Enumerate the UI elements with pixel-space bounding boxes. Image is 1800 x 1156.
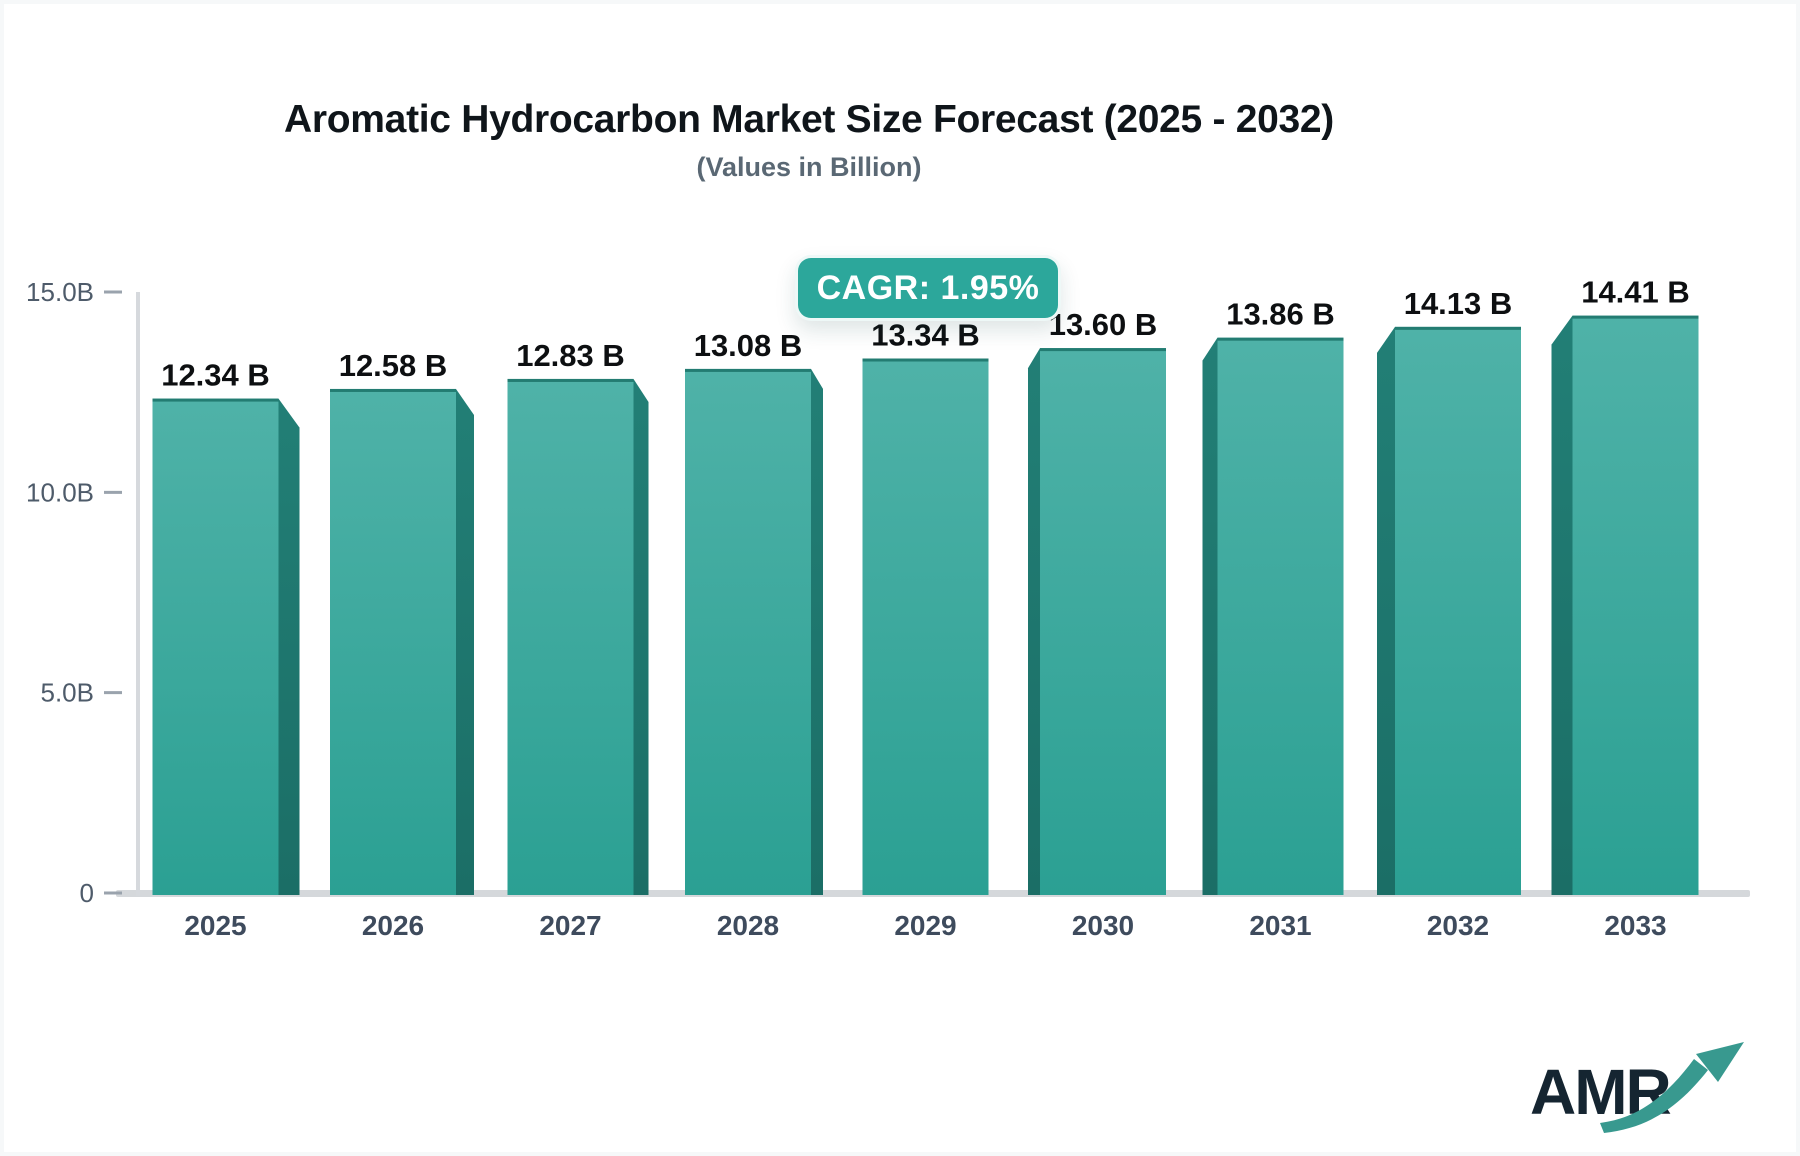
bar-value-label: 13.60 B: [1049, 307, 1158, 342]
trend-up-arrow-icon: [1600, 1042, 1744, 1133]
bar-front-face: [1572, 315, 1699, 895]
bar-front-face: [862, 358, 989, 895]
bar-front-face: [1217, 337, 1344, 895]
bar-2029: 13.34 B 2029: [862, 318, 989, 941]
bar-top-rim: [1572, 315, 1699, 319]
amr-logo: AMR: [1530, 1042, 1744, 1133]
y-tick-label: 5.0B: [41, 678, 95, 708]
bar-top-rim: [330, 388, 456, 392]
bar-value-label: 12.83 B: [516, 338, 625, 373]
bar-top-rim: [152, 398, 279, 402]
bar-value-label: 13.08 B: [694, 328, 803, 363]
bar-2027: 12.83 B 2027: [507, 338, 649, 941]
bar-front-face: [1395, 326, 1521, 895]
bar-side-face: [456, 388, 474, 895]
bar-top-rim: [1040, 348, 1166, 352]
bar-2033: 14.41 B 2033: [1551, 275, 1699, 941]
x-tick-label: 2025: [184, 910, 246, 941]
bar-2030: 13.60 B 2030: [1028, 307, 1166, 941]
bar-value-label: 12.58 B: [339, 348, 448, 383]
bar-side-face: [278, 398, 300, 895]
bar-front-face: [1040, 348, 1166, 895]
y-tick-label: 0: [80, 878, 94, 908]
bar-value-label: 13.86 B: [1226, 297, 1335, 332]
bar-side-face: [1551, 315, 1573, 895]
x-tick-label: 2033: [1604, 910, 1666, 941]
bar-front-face: [152, 398, 279, 895]
chart-title: Aromatic Hydrocarbon Market Size Forecas…: [284, 98, 1334, 141]
bar-top-rim: [862, 358, 989, 362]
y-tick-label: 15.0B: [26, 277, 94, 307]
x-tick-label: 2028: [717, 910, 779, 941]
x-tick-label: 2032: [1427, 910, 1489, 941]
bar-top-rim: [507, 378, 634, 382]
cagr-badge: CAGR: 1.95%: [795, 255, 1061, 321]
bar-value-label: 14.13 B: [1404, 286, 1513, 321]
bar-front-face: [507, 378, 634, 895]
bar-side-face: [633, 378, 649, 895]
y-tick-label: 10.0B: [26, 477, 94, 507]
bar-side-face: [811, 368, 823, 896]
chart-subtitle: (Values in Billion): [696, 152, 922, 182]
bar-value-label: 12.34 B: [161, 358, 270, 393]
bar-side-face: [1028, 348, 1040, 895]
bar-2026: 12.58 B 2026: [330, 348, 474, 941]
bar-front-face: [685, 368, 811, 896]
bar-2028: 13.08 B 2028: [685, 328, 823, 941]
bar-value-label: 13.34 B: [871, 318, 980, 353]
bar-2025: 12.34 B 2025: [152, 358, 300, 941]
x-tick-label: 2027: [539, 910, 601, 941]
x-tick-label: 2029: [894, 910, 956, 941]
bar-2032: 14.13 B 2032: [1377, 286, 1521, 941]
bar-2031: 13.86 B 2031: [1202, 297, 1344, 941]
bar-side-face: [1202, 337, 1218, 895]
bar-front-face: [330, 388, 456, 895]
cagr-badge-label: CAGR: 1.95%: [816, 268, 1040, 307]
bar-top-rim: [685, 368, 811, 372]
x-tick-label: 2030: [1072, 910, 1134, 941]
x-tick-label: 2026: [362, 910, 424, 941]
x-tick-label: 2031: [1249, 910, 1311, 941]
bar-top-rim: [1217, 337, 1344, 341]
bar-value-label: 14.41 B: [1581, 275, 1690, 310]
bar-top-rim: [1395, 326, 1521, 330]
bar-side-face: [1377, 326, 1395, 895]
